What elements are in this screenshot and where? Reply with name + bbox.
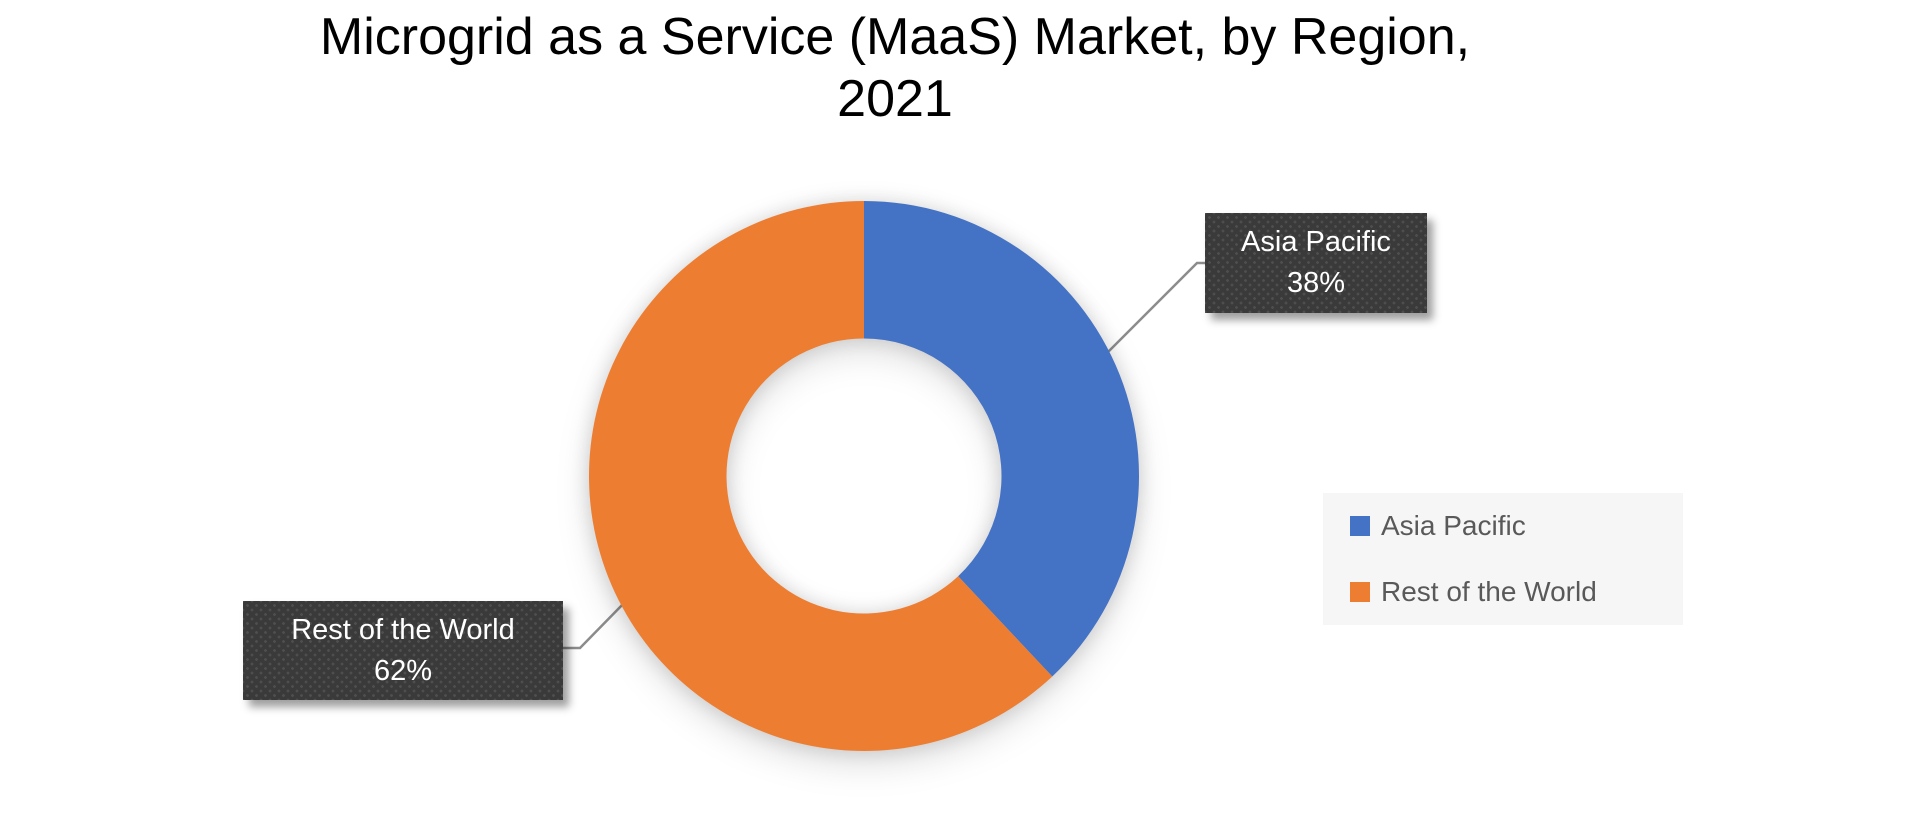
callout-rest-of-the-world: Rest of the World 62%: [243, 601, 563, 700]
legend-label-asia-pacific: Asia Pacific: [1381, 510, 1526, 541]
legend-swatch-asia-pacific: [1350, 516, 1370, 536]
chart-title-line2: 2021: [837, 70, 953, 128]
callout-asia-pacific-value: 38%: [1286, 267, 1346, 299]
legend-label-rest-of-the-world: Rest of the World: [1381, 576, 1597, 607]
legend-swatch-rest-of-the-world: [1350, 582, 1370, 602]
donut-slice-asia-pacific: [864, 201, 1140, 677]
callout-rest-of-the-world-value: 62%: [373, 654, 433, 687]
donut-slice-rest-of-the-world: [589, 201, 1053, 752]
legend-item-rest-of-the-world: Rest of the World: [1350, 576, 1683, 608]
legend-item-asia-pacific: Asia Pacific: [1350, 510, 1683, 542]
legend: Asia Pacific Rest of the World: [1323, 493, 1683, 625]
callout-asia-pacific: Asia Pacific 38%: [1205, 213, 1427, 313]
chart-title: Microgrid as a Service (MaaS) Market, by…: [0, 6, 1790, 130]
callout-asia-pacific-label: Asia Pacific: [1241, 226, 1391, 258]
callout-rest-of-the-world-label: Rest of the World: [291, 613, 515, 646]
chart-title-line1: Microgrid as a Service (MaaS) Market, by…: [319, 8, 1471, 66]
